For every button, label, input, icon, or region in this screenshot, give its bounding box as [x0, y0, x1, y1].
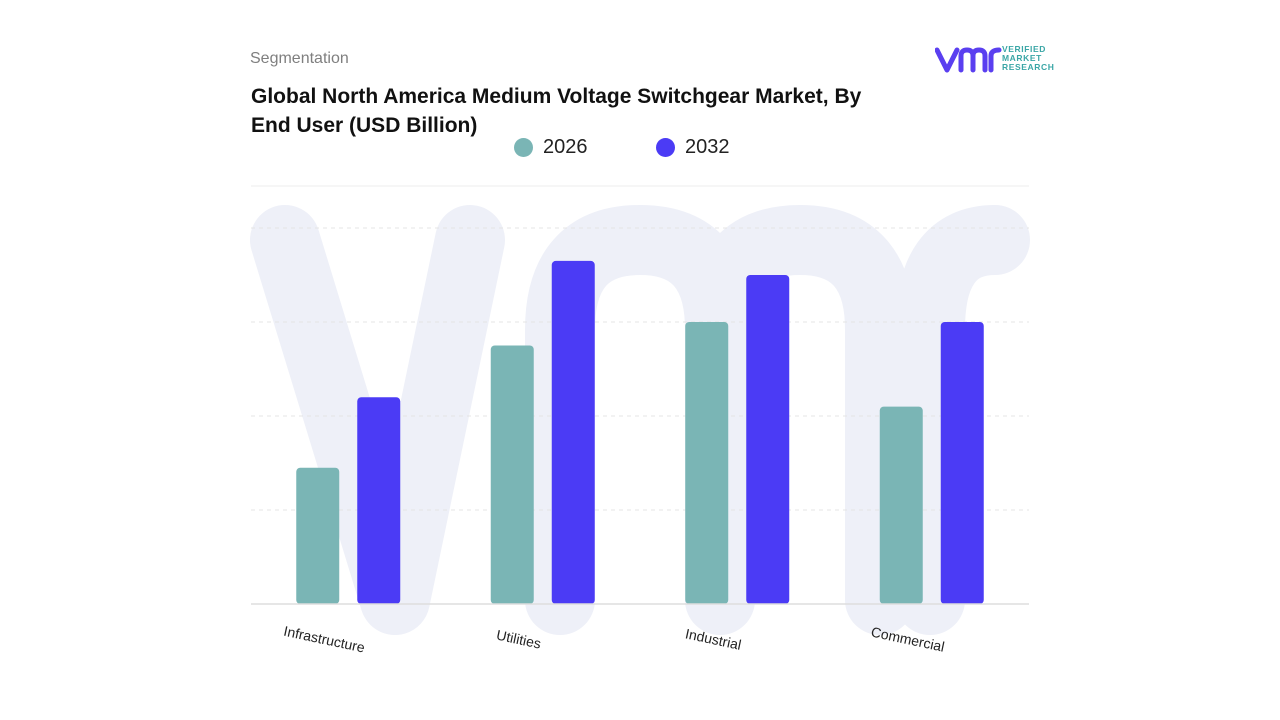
legend-label-2032: 2032: [685, 136, 730, 158]
legend-swatch-2032: [656, 138, 675, 157]
legend-item-2026: 2026: [514, 136, 588, 159]
logo-line-verified: VERIFIED: [1002, 44, 1047, 54]
logo-line-research: RESEARCH: [1002, 62, 1055, 72]
vmr-logo-icon: [934, 47, 1002, 73]
x-tick-label-utilities: Utilities: [495, 627, 542, 652]
bar-commercial-2026: [879, 406, 923, 604]
bar-commercial-2032: [940, 322, 984, 604]
verified-market-research-logo: [934, 44, 1065, 76]
x-tick-label-infrastructure: Infrastructure: [282, 623, 366, 656]
legend-swatch-2026: [514, 138, 533, 157]
chart-legend: 2026 2032: [0, 136, 1280, 162]
logo-line-market: MARKET: [1002, 53, 1042, 63]
bar-utilities-2026: [490, 345, 534, 604]
bar-utilities-2032: [551, 260, 595, 604]
page-subheading: Segmentation: [250, 50, 349, 67]
bar-infrastructure-2026: [296, 467, 340, 604]
logo-wordmark: VERIFIED MARKET RESEARCH: [1002, 45, 1055, 72]
bar-industrial-2032: [746, 275, 790, 604]
bar-infrastructure-2032: [357, 397, 401, 604]
legend-item-2032: 2032: [656, 136, 730, 159]
chart-title: Global North America Medium Voltage Swit…: [251, 85, 862, 137]
bar-industrial-2026: [685, 322, 729, 604]
legend-label-2026: 2026: [543, 136, 588, 158]
